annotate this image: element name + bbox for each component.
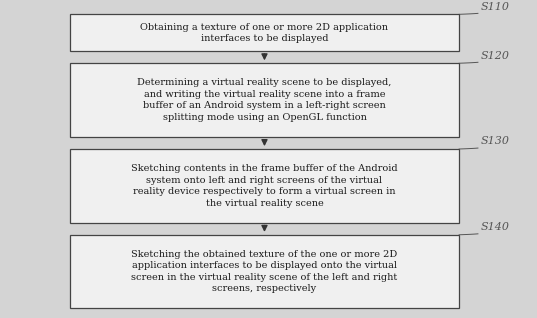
Text: Obtaining a texture of one or more 2D application
interfaces to be displayed: Obtaining a texture of one or more 2D ap… (141, 23, 388, 43)
Text: S140: S140 (481, 222, 510, 232)
FancyBboxPatch shape (70, 14, 459, 51)
Text: S120: S120 (481, 51, 510, 61)
FancyBboxPatch shape (70, 149, 459, 223)
Text: Sketching contents in the frame buffer of the Android
system onto left and right: Sketching contents in the frame buffer o… (131, 164, 398, 208)
Text: Determining a virtual reality scene to be displayed,
and writing the virtual rea: Determining a virtual reality scene to b… (137, 79, 391, 122)
Text: Sketching the obtained texture of the one or more 2D
application interfaces to b: Sketching the obtained texture of the on… (132, 250, 397, 293)
Text: S110: S110 (481, 2, 510, 12)
Text: S130: S130 (481, 136, 510, 147)
FancyBboxPatch shape (70, 235, 459, 308)
FancyBboxPatch shape (70, 63, 459, 137)
